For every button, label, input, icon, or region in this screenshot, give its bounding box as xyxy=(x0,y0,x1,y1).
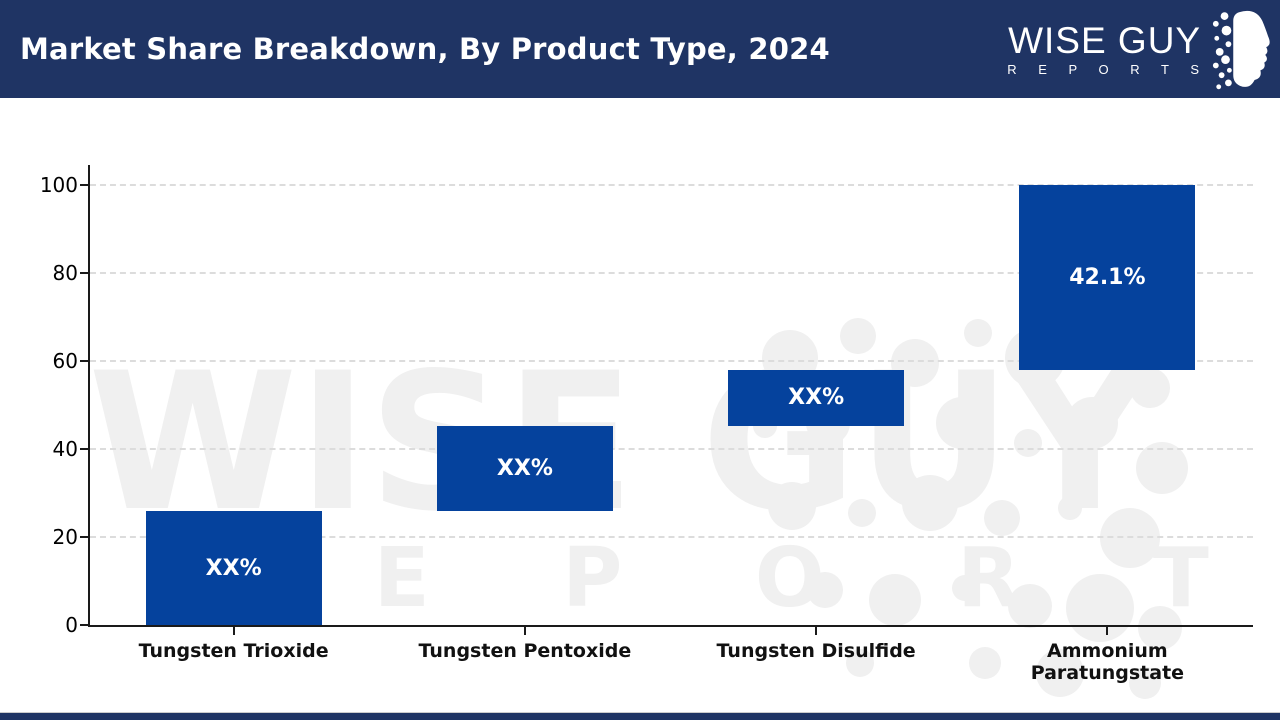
category-label: Ammonium Paratungstate xyxy=(1030,640,1185,684)
y-tick-mark xyxy=(80,448,88,450)
gridline xyxy=(90,184,1253,186)
x-tick-mark xyxy=(523,627,526,635)
y-tick-label: 0 xyxy=(65,613,78,637)
bar-value-label: 42.1% xyxy=(1069,265,1146,291)
bar-segment: 42.1% xyxy=(1019,185,1196,371)
gridline xyxy=(90,360,1253,362)
y-tick-mark xyxy=(80,624,88,626)
category-label: Tungsten Pentoxide xyxy=(418,640,632,662)
x-axis-line xyxy=(88,625,1253,627)
y-tick-label: 60 xyxy=(52,349,78,373)
bar-value-label: XX% xyxy=(788,385,845,411)
y-tick-mark xyxy=(80,184,88,186)
category-label: Tungsten Trioxide xyxy=(138,640,329,662)
y-tick-label: 100 xyxy=(39,173,78,197)
x-tick-mark xyxy=(1106,627,1109,635)
y-tick-mark xyxy=(80,536,88,538)
logo-wordmark: WISE GUY xyxy=(1008,19,1202,61)
page-title: Market Share Breakdown, By Product Type,… xyxy=(20,32,830,66)
gridline xyxy=(90,272,1253,274)
title-bar: Market Share Breakdown, By Product Type,… xyxy=(0,0,1280,98)
y-tick-label: 40 xyxy=(52,437,78,461)
logo-tagline: R E P O R T S xyxy=(1007,62,1208,78)
chart-plot-area: 0 20 40 60 80 100 XX% Tungsten Trioxide XX% Tungs… xyxy=(40,160,1253,684)
y-tick-mark xyxy=(80,360,88,362)
footer-bar xyxy=(0,712,1280,720)
bar-segment: XX% xyxy=(728,370,905,426)
y-tick-label: 80 xyxy=(52,261,78,285)
y-tick-label: 20 xyxy=(52,525,78,549)
y-axis-line xyxy=(88,165,90,627)
y-tick-mark xyxy=(80,272,88,274)
gridline xyxy=(90,536,1253,538)
gridline xyxy=(90,448,1253,450)
bar-value-label: XX% xyxy=(496,456,553,482)
bar-segment: XX% xyxy=(145,511,322,625)
category-label: Tungsten Disulfide xyxy=(716,640,916,662)
x-tick-mark xyxy=(232,627,235,635)
wise-guy-reports-logo: WISE GUY R E P O R T S xyxy=(1001,6,1272,92)
x-tick-mark xyxy=(815,627,818,635)
bar-value-label: XX% xyxy=(205,555,262,581)
bar-segment: XX% xyxy=(436,425,613,512)
logo-face-icon xyxy=(1212,10,1270,90)
